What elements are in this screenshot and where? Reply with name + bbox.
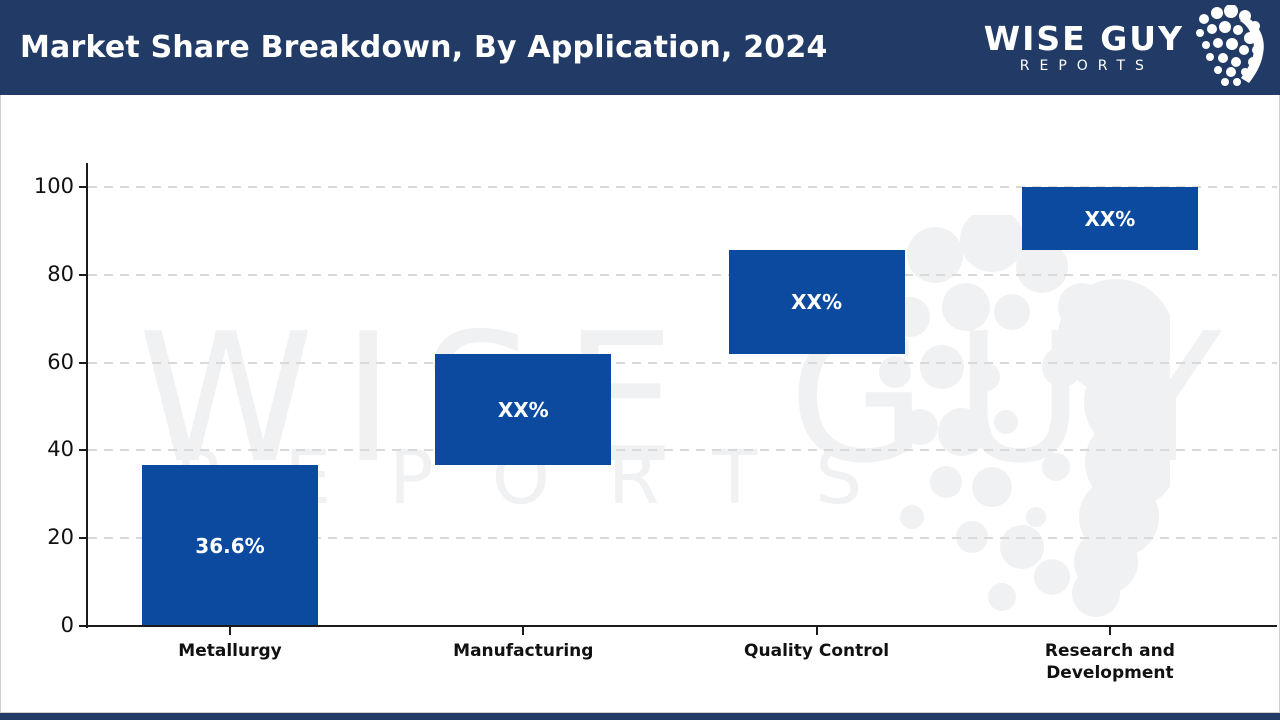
axis-layer: 0 20 40 60 80 100 Metallurgy Manufacturing Quali… — [0, 95, 1280, 712]
y-tick-label: 80 — [47, 261, 74, 286]
bar: 36.6% — [142, 465, 318, 626]
y-tick-mark — [79, 361, 87, 364]
y-tick-label: 60 — [47, 349, 74, 374]
footer-bar — [0, 712, 1280, 720]
bar: XX% — [435, 353, 612, 466]
x-category-label: Metallurgy — [178, 641, 282, 661]
brand-logo-text: WISE GUY REPORTS — [984, 22, 1184, 73]
gridline — [88, 537, 1277, 540]
bar: XX% — [1021, 187, 1198, 251]
x-tick-mark — [1108, 627, 1111, 635]
brand-subname: REPORTS — [1019, 58, 1154, 74]
y-tick-mark — [79, 449, 87, 452]
dotted-head-icon — [1196, 4, 1264, 86]
x-axis-spine — [86, 625, 1277, 627]
y-tick-mark — [79, 537, 87, 540]
y-tick-label: 0 — [60, 613, 74, 637]
gridline — [88, 186, 1277, 188]
bar-value-label: XX% — [497, 397, 549, 422]
x-tick-mark — [522, 627, 525, 635]
x-tick-mark — [229, 627, 231, 635]
x-tick-mark — [815, 627, 818, 635]
y-axis-spine — [86, 163, 88, 628]
brand-logo: WISE GUY REPORTS — [984, 4, 1266, 91]
plot-area: WISE GUY REPORTS 36.6% XX% XX% XX% 0 20 40 60 8… — [0, 95, 1280, 712]
x-category-label: Quality Control — [744, 641, 890, 661]
gridline — [88, 273, 1277, 276]
gridline — [88, 361, 1277, 364]
header: Market Share Breakdown, By Application, … — [0, 0, 1280, 95]
y-tick-label: 40 — [47, 437, 74, 462]
bar-value-label: XX% — [791, 290, 843, 314]
y-tick-mark — [79, 273, 87, 276]
x-category-label: Research and Development — [1044, 641, 1175, 683]
y-tick-mark — [79, 625, 87, 627]
y-tick-label: 20 — [47, 525, 74, 550]
bar: XX% — [728, 250, 905, 354]
gridline — [88, 449, 1277, 452]
x-category-label: Manufacturing — [453, 641, 594, 661]
chart-title: Market Share Breakdown, By Application, … — [20, 30, 828, 65]
y-tick-label: 100 — [33, 174, 74, 198]
bar-value-label: 36.6% — [195, 533, 265, 558]
bar-layer: 36.6% XX% XX% XX% — [0, 95, 1280, 712]
watermark-text: WISE GUY — [138, 295, 1250, 502]
y-tick-mark — [79, 186, 87, 188]
brand-name: WISE GUY — [983, 19, 1184, 58]
gridline-layer — [0, 95, 1280, 712]
bar-value-label: XX% — [1084, 206, 1136, 231]
